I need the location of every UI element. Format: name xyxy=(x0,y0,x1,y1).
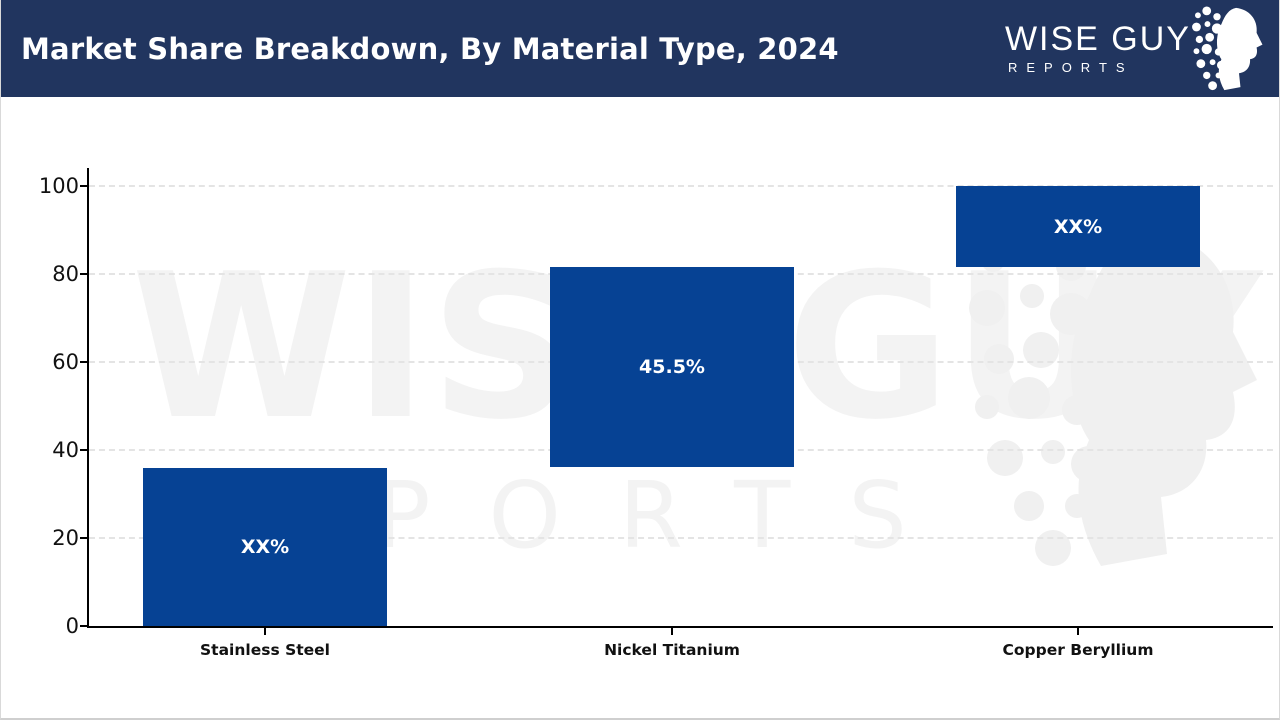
y-tick-label: 0 xyxy=(65,614,79,638)
x-axis-line xyxy=(87,626,1273,628)
y-tick-label: 40 xyxy=(52,438,79,462)
x-category-label: Stainless Steel xyxy=(200,641,330,659)
logo-subtext: REPORTS xyxy=(1007,60,1134,75)
y-tick-mark xyxy=(80,273,89,275)
y-tick-mark xyxy=(80,361,89,363)
y-tick-mark xyxy=(80,449,89,451)
x-category-label: Copper Beryllium xyxy=(1002,641,1154,659)
y-tick-label: 20 xyxy=(52,526,79,550)
bar: XX% xyxy=(956,186,1200,267)
gridline xyxy=(89,185,1273,187)
bar: XX% xyxy=(143,468,387,626)
bar-value-label: XX% xyxy=(240,536,290,558)
logo-wordmark: WISE GUY xyxy=(1004,20,1191,58)
gridline xyxy=(89,537,1273,539)
page-title: Market Share Breakdown, By Material Type… xyxy=(21,31,839,66)
header-logo: WISE GUY REPORTS xyxy=(1005,0,1271,97)
y-tick-mark xyxy=(80,185,89,187)
y-tick-mark xyxy=(80,625,89,627)
logo-head-icon xyxy=(1192,5,1263,90)
y-tick-label: 60 xyxy=(52,350,79,374)
x-tick-mark xyxy=(264,628,266,635)
y-tick-label: 100 xyxy=(38,174,79,198)
bar-value-label: 45.5% xyxy=(639,356,705,378)
x-tick-mark xyxy=(1077,628,1079,635)
x-tick-mark xyxy=(671,628,673,635)
y-tick-mark xyxy=(80,537,89,539)
y-tick-label: 80 xyxy=(52,262,79,286)
x-category-label: Nickel Titanium xyxy=(604,641,740,659)
bar: 45.5% xyxy=(550,267,794,467)
y-axis-line xyxy=(87,168,89,628)
bar-value-label: XX% xyxy=(1053,215,1103,238)
header: Market Share Breakdown, By Material Type… xyxy=(1,0,1279,97)
